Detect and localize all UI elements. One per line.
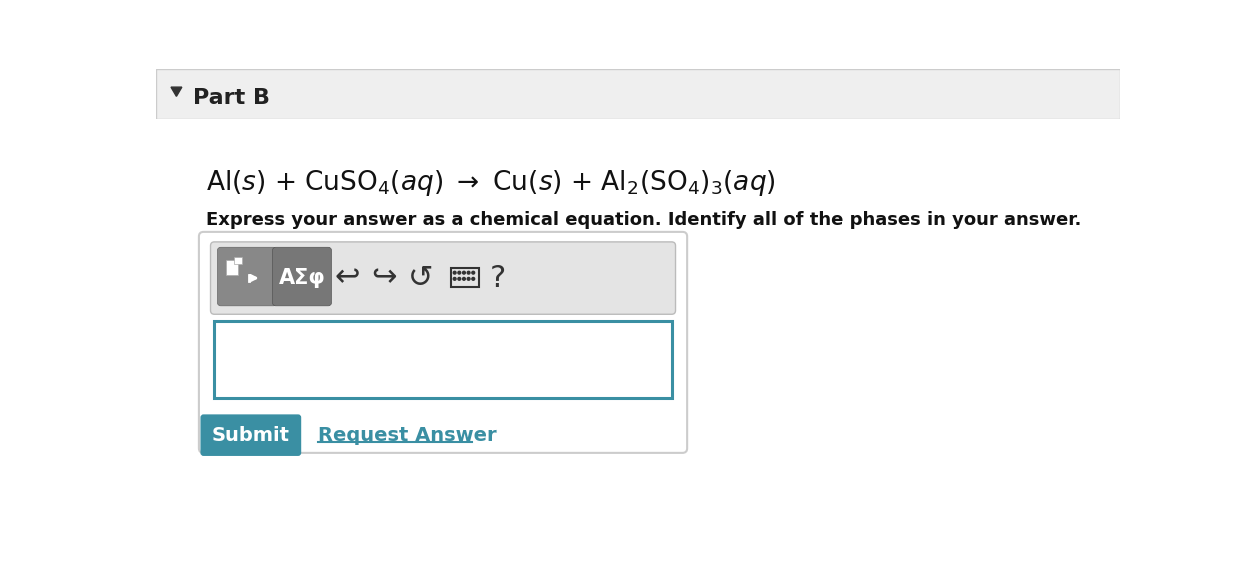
Text: Express your answer as a chemical equation. Identify all of the phases in your a: Express your answer as a chemical equati… bbox=[205, 210, 1081, 229]
Text: ↩: ↩ bbox=[335, 264, 361, 293]
Circle shape bbox=[471, 277, 475, 280]
Text: ?: ? bbox=[490, 264, 506, 293]
Circle shape bbox=[458, 271, 460, 274]
Bar bbox=[226, 260, 239, 275]
Bar bbox=[234, 256, 243, 264]
FancyBboxPatch shape bbox=[272, 247, 331, 306]
Circle shape bbox=[453, 271, 457, 274]
Polygon shape bbox=[170, 87, 182, 96]
Text: ΑΣφ: ΑΣφ bbox=[279, 268, 326, 288]
Text: Al$(s)$ + CuSO$_4$$(aq)$ $\rightarrow$ Cu$(s)$ + Al$_2$(SO$_4$)$_3$$(aq)$: Al$(s)$ + CuSO$_4$$(aq)$ $\rightarrow$ C… bbox=[205, 168, 776, 197]
Circle shape bbox=[463, 277, 465, 280]
Bar bbox=[214, 321, 672, 398]
Text: Submit: Submit bbox=[211, 426, 290, 444]
FancyBboxPatch shape bbox=[199, 232, 687, 453]
Circle shape bbox=[458, 277, 460, 280]
Circle shape bbox=[453, 277, 457, 280]
FancyBboxPatch shape bbox=[200, 414, 301, 456]
Text: Part B: Part B bbox=[193, 88, 270, 108]
Circle shape bbox=[471, 271, 475, 274]
Circle shape bbox=[468, 277, 470, 280]
Circle shape bbox=[463, 271, 465, 274]
Bar bbox=[156, 69, 1120, 119]
FancyBboxPatch shape bbox=[218, 247, 276, 306]
FancyBboxPatch shape bbox=[210, 242, 675, 314]
Circle shape bbox=[468, 271, 470, 274]
Text: ↺: ↺ bbox=[408, 264, 433, 293]
Text: ↪: ↪ bbox=[372, 264, 397, 293]
Text: Request Answer: Request Answer bbox=[318, 426, 496, 444]
Bar bbox=[156, 119, 1120, 509]
